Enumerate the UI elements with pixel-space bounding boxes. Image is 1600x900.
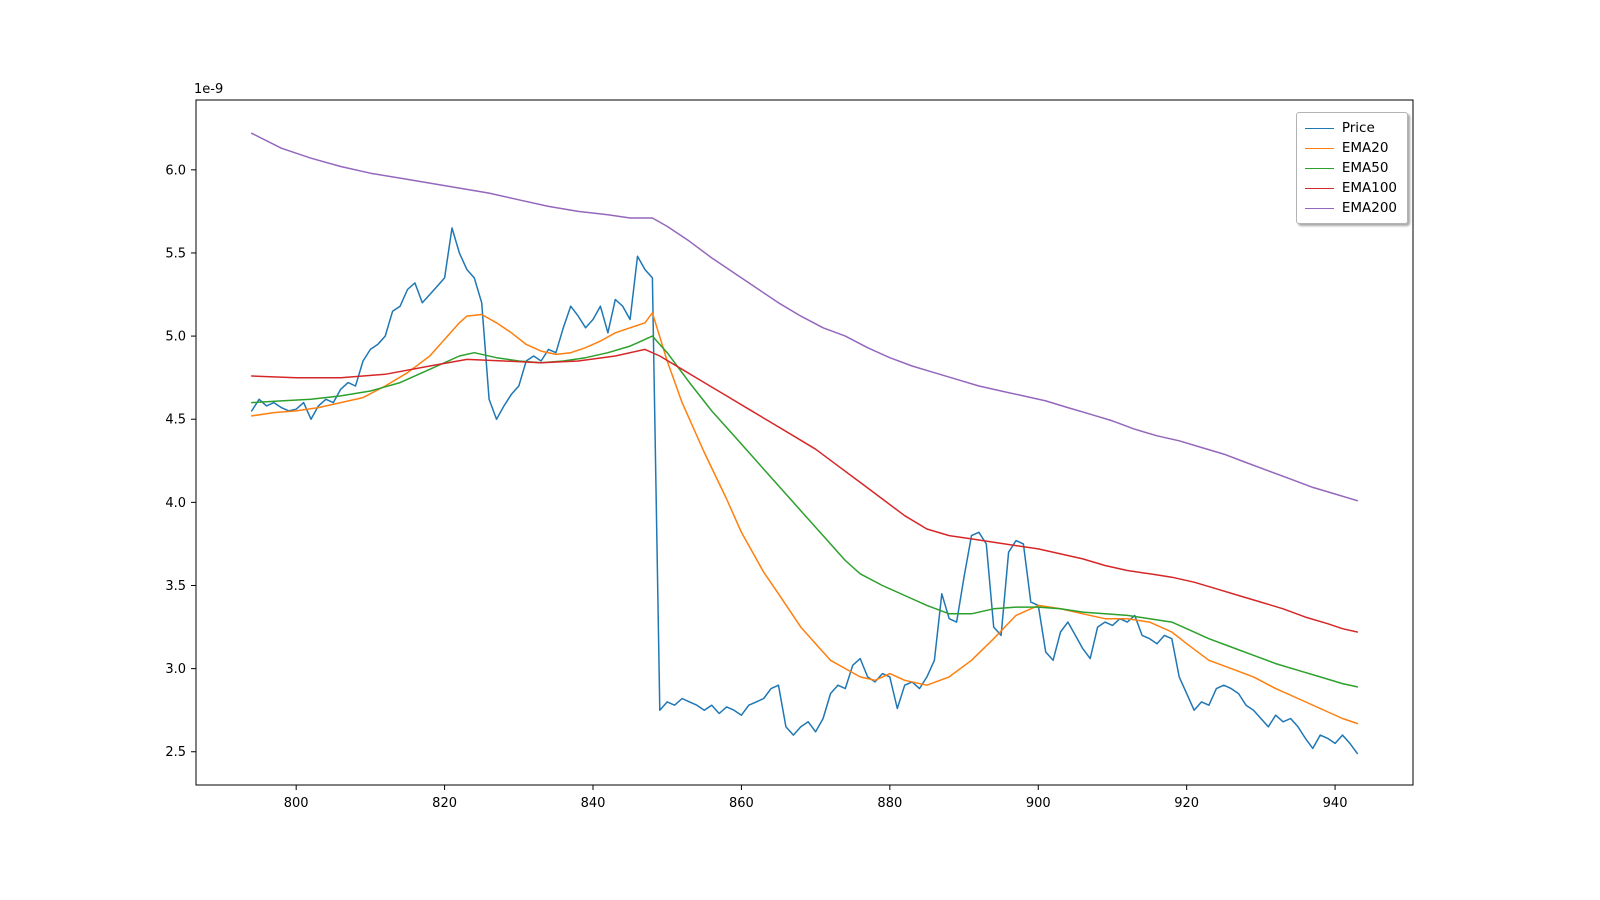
x-tick-label: 800 [284,796,309,811]
y-tick-label: 3.0 [165,662,186,677]
x-tick-label: 900 [1026,796,1051,811]
legend-label: Price [1341,120,1375,136]
legend: Price EMA20 EMA50 EMA100 EMA200 [1295,112,1408,224]
legend-line-swatch [1304,207,1334,209]
series-line-ema200 [250,132,1359,502]
legend-label: EMA200 [1341,200,1397,216]
legend-label: EMA20 [1341,140,1389,156]
legend-line-swatch [1304,187,1334,189]
y-tick-label: 2.5 [165,745,186,760]
y-axis-offset-label: 1e-9 [194,82,223,97]
x-tick-label: 880 [877,796,902,811]
legend-entry: EMA200 [1304,198,1397,218]
y-tick-label: 4.5 [165,413,186,428]
legend-line-swatch [1304,147,1334,149]
legend-entry: EMA100 [1304,178,1397,198]
y-tick-label: 5.0 [165,330,186,345]
series-line-ema20 [250,312,1359,725]
y-tick-label: 5.5 [165,246,186,261]
series-line-ema50 [250,335,1359,688]
legend-label: EMA50 [1341,160,1389,176]
y-tick-label: 6.0 [165,163,186,178]
x-tick-label: 860 [729,796,754,811]
legend-entry: EMA20 [1304,138,1397,158]
x-tick-label: 920 [1174,796,1199,811]
x-tick-label: 940 [1323,796,1348,811]
legend-line-swatch [1304,167,1334,169]
legend-entry: Price [1304,118,1397,138]
y-tick-label: 4.0 [165,496,186,511]
legend-label: EMA100 [1341,180,1397,196]
series-line-ema100 [250,348,1359,633]
y-tick-label: 3.5 [165,579,186,594]
legend-entry: EMA50 [1304,158,1397,178]
x-tick-label: 820 [432,796,457,811]
series-line-price [250,227,1359,755]
x-tick-label: 840 [581,796,606,811]
legend-line-swatch [1304,127,1334,129]
